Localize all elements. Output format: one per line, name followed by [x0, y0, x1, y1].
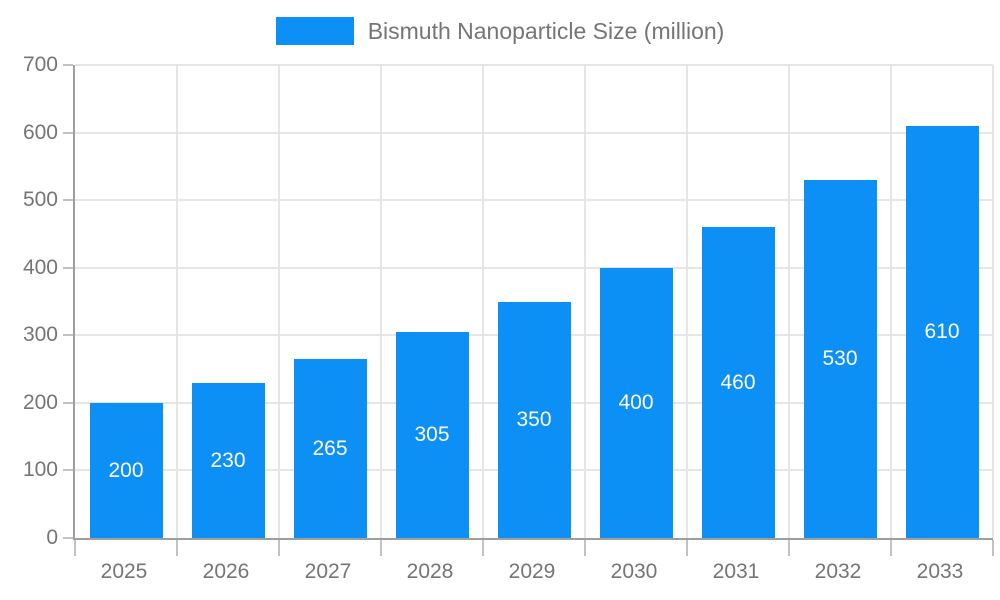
y-axis-tick	[63, 401, 73, 404]
y-axis-tick	[63, 199, 73, 202]
y-tick-label: 600	[22, 120, 58, 144]
bar-value-label: 350	[516, 408, 552, 432]
bar-2027[interactable]: 265	[293, 358, 367, 538]
x-tick-label: 2025	[100, 560, 148, 583]
h-gridline	[75, 266, 993, 269]
bar-2032[interactable]: 530	[803, 179, 877, 538]
y-tick-label: 200	[22, 390, 58, 414]
v-gridline	[482, 65, 484, 538]
y-axis-tick	[63, 266, 73, 269]
y-axis-labels: 0 100 200 300 400 500 600 700	[0, 53, 58, 549]
y-axis-tick	[63, 64, 73, 66]
x-tick-label: 2029	[508, 560, 556, 583]
bar-value-label: 610	[924, 320, 960, 344]
x-axis-tick	[992, 540, 994, 556]
legend[interactable]: Bismuth Nanoparticle Size (million)	[0, 14, 1000, 48]
y-tick-label: 0	[46, 526, 58, 549]
bar-value-label: 460	[720, 371, 756, 395]
x-axis-tick	[74, 540, 76, 556]
legend-swatch	[275, 17, 354, 45]
bar-value-label: 200	[108, 458, 144, 482]
x-axis-tick	[278, 540, 280, 556]
x-tick-label: 2026	[202, 560, 250, 583]
x-tick-label: 2033	[916, 560, 964, 583]
x-axis-tick	[890, 540, 892, 556]
x-axis-tick	[176, 540, 178, 556]
v-gridline	[380, 65, 382, 538]
y-tick-label: 700	[22, 53, 58, 76]
bar-2033[interactable]: 610	[905, 125, 979, 538]
v-gridline	[278, 65, 280, 538]
bar-2026[interactable]: 230	[191, 382, 265, 538]
x-axis-tick	[686, 540, 688, 556]
legend-label: Bismuth Nanoparticle Size (million)	[367, 17, 725, 44]
v-gridline	[584, 65, 586, 538]
y-tick-label: 400	[22, 255, 58, 279]
y-axis-tick	[63, 131, 73, 134]
x-axis-tick	[584, 540, 586, 556]
bar-2025[interactable]: 200	[89, 402, 163, 538]
y-tick-label: 500	[22, 188, 58, 212]
x-tick-label: 2027	[304, 560, 352, 583]
x-axis-tick	[482, 540, 484, 556]
x-tick-label: 2031	[712, 560, 760, 583]
h-gridline	[75, 131, 993, 134]
v-gridline	[890, 65, 892, 538]
x-axis-tick	[788, 540, 790, 556]
y-axis-tick	[63, 469, 73, 472]
y-tick-label: 300	[22, 323, 58, 347]
x-tick-label: 2028	[406, 560, 454, 583]
v-gridline	[992, 65, 994, 538]
x-tick-label: 2032	[814, 560, 862, 583]
plot-area: 200 230 265 305 350 400 460 530 610	[63, 64, 994, 556]
bar-2028[interactable]: 305	[395, 331, 469, 538]
v-gridline	[176, 65, 178, 538]
y-axis-tick	[63, 537, 73, 539]
h-gridline	[75, 199, 993, 202]
y-tick-label: 100	[22, 458, 58, 482]
bar-value-label: 265	[312, 436, 348, 460]
bar-value-label: 230	[210, 448, 246, 472]
v-gridline	[788, 65, 790, 538]
v-gridline	[686, 65, 688, 538]
x-tick-label: 2030	[610, 560, 658, 583]
bar-2029[interactable]: 350	[497, 301, 571, 538]
x-axis-tick	[380, 540, 382, 556]
bar-value-label: 400	[618, 391, 654, 415]
bar-2031[interactable]: 460	[701, 227, 775, 538]
h-gridline	[75, 64, 993, 66]
x-axis-labels: 2025 2026 2027 2028 2029 2030 2031 2032 2033	[73, 552, 991, 592]
bar-value-label: 305	[414, 423, 450, 447]
y-axis-tick	[63, 334, 73, 337]
bar-2030[interactable]: 400	[599, 267, 673, 538]
bar-value-label: 530	[822, 347, 858, 371]
